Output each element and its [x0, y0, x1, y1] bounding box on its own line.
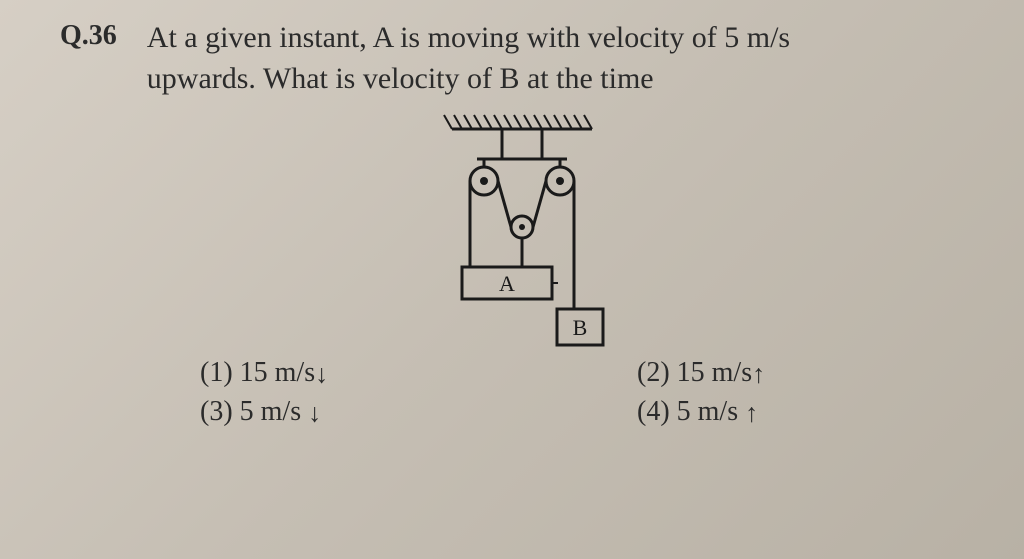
option-3-val: 5 m/s	[240, 396, 301, 427]
down-arrow-icon: ↓	[308, 398, 321, 427]
pulley-diagram: AB	[412, 109, 632, 349]
option-2-val: 15 m/s	[677, 357, 752, 388]
option-1: (1) 15 m/s↓	[200, 357, 547, 390]
option-3: (3) 5 m/s ↓	[200, 396, 547, 429]
option-4: (4) 5 m/s ↑	[637, 396, 984, 429]
option-3-num: (3)	[200, 396, 233, 427]
question-row: Q.36 At a given instant, A is moving wit…	[60, 18, 984, 99]
page: Q.36 At a given instant, A is moving wit…	[0, 0, 1024, 559]
option-4-num: (4)	[637, 396, 670, 427]
up-arrow-icon: ↑	[745, 398, 758, 427]
question-text: At a given instant, A is moving with vel…	[147, 18, 790, 99]
svg-text:A: A	[499, 271, 515, 296]
svg-text:B: B	[573, 315, 588, 340]
option-1-val: 15 m/s	[240, 357, 315, 388]
up-arrow-icon: ↑	[752, 360, 765, 389]
question-number: Q.36	[60, 18, 117, 52]
question-line-2: upwards. What is velocity of B at the ti…	[147, 62, 654, 95]
question-line-1: At a given instant, A is moving with vel…	[147, 21, 790, 54]
option-2-num: (2)	[637, 357, 670, 388]
option-4-val: 5 m/s	[677, 396, 738, 427]
options-grid: (1) 15 m/s↓ (2) 15 m/s↑ (3) 5 m/s ↓ (4) …	[200, 357, 984, 428]
option-1-num: (1)	[200, 357, 233, 388]
option-2: (2) 15 m/s↑	[637, 357, 984, 390]
down-arrow-icon: ↓	[315, 360, 328, 389]
